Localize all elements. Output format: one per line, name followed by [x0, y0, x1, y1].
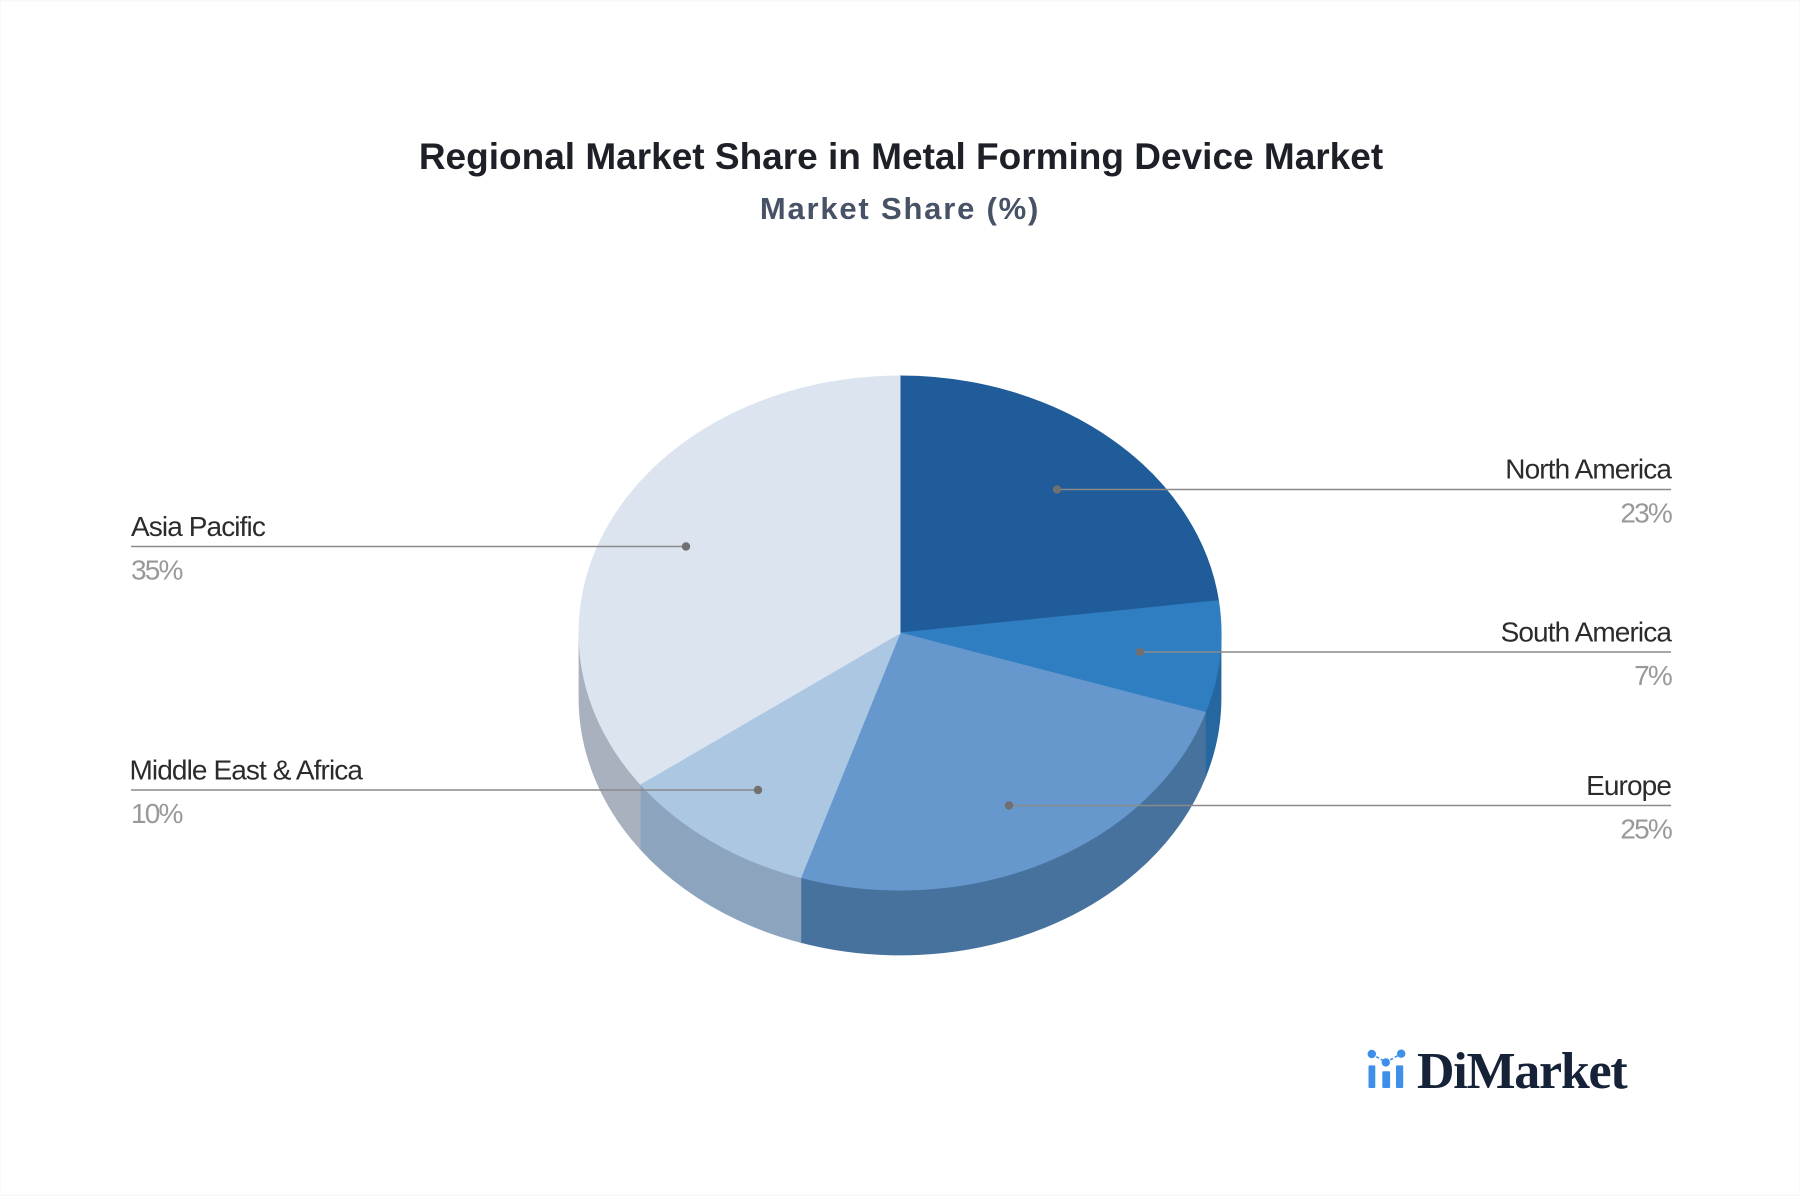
svg-text:Europe: Europe	[1586, 770, 1671, 801]
svg-text:25%: 25%	[1620, 814, 1672, 845]
svg-text:Middle East & Africa: Middle East & Africa	[130, 755, 364, 786]
svg-text:10%: 10%	[131, 798, 183, 829]
svg-text:North America: North America	[1505, 454, 1672, 485]
svg-text:Regional Market Share in Metal: Regional Market Share in Metal Forming D…	[419, 136, 1383, 177]
svg-text:7%: 7%	[1634, 660, 1672, 691]
svg-text:DiMarket: DiMarket	[1417, 1043, 1628, 1100]
svg-text:Asia Pacific: Asia Pacific	[131, 511, 266, 542]
svg-text:Market Share (%): Market Share (%)	[760, 191, 1040, 226]
svg-text:35%: 35%	[131, 555, 183, 586]
svg-text:South America: South America	[1501, 617, 1673, 648]
svg-text:23%: 23%	[1620, 498, 1672, 529]
